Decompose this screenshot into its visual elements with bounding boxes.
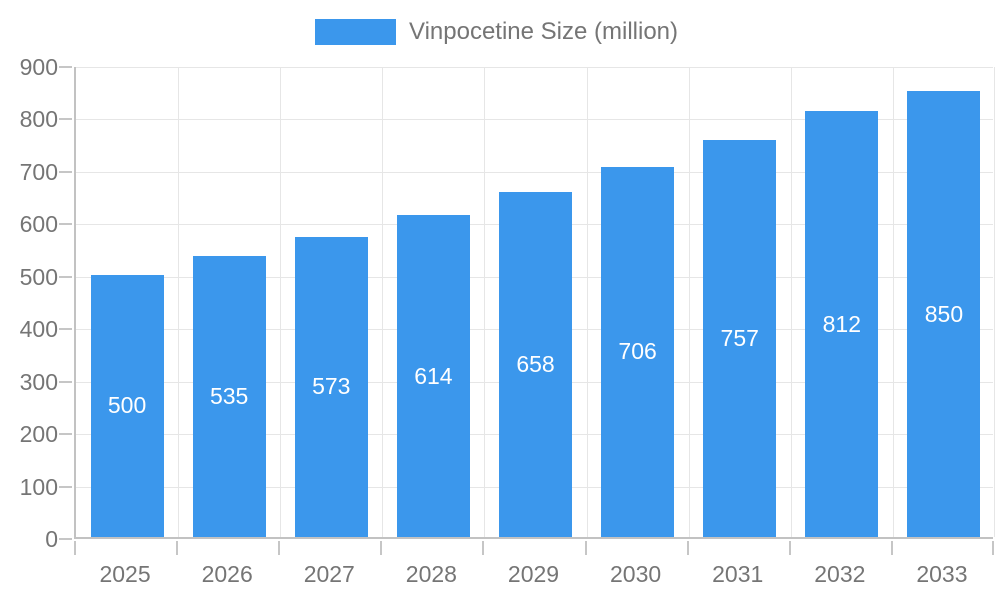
x-tick-label: 2029 — [507, 561, 560, 587]
gridline-vertical — [280, 67, 281, 537]
y-tick-label: 0 — [45, 526, 58, 552]
bar-value-label: 812 — [822, 310, 862, 337]
y-axis-tick — [59, 380, 72, 383]
x-axis-tick — [74, 541, 76, 555]
legend-swatch — [315, 19, 396, 45]
x-axis-tick — [992, 541, 994, 555]
y-axis-tick — [59, 538, 72, 540]
bar-2029[interactable]: 658 — [499, 191, 572, 537]
gridline-horizontal — [76, 171, 993, 173]
gridline-vertical — [178, 67, 179, 537]
y-axis-tick — [59, 433, 72, 436]
bar-value-label: 535 — [209, 383, 249, 410]
bar-2028[interactable]: 614 — [396, 215, 470, 537]
x-axis-tick — [687, 541, 689, 555]
x-axis-tick — [176, 541, 178, 555]
x-tick-label: 2033 — [916, 561, 968, 587]
legend[interactable]: Vinpocetine Size (million) — [315, 19, 678, 45]
x-tick-label: 2027 — [303, 561, 355, 587]
gridline-horizontal — [76, 119, 993, 121]
x-tick-label: 2028 — [405, 561, 457, 587]
bar-value-label: 757 — [720, 325, 759, 351]
y-axis-tick — [59, 118, 72, 121]
x-axis-tick — [891, 541, 893, 555]
y-tick-label: 200 — [19, 421, 58, 448]
y-tick-label: 600 — [19, 211, 58, 238]
bar-value-label: 850 — [924, 300, 964, 327]
bar-value-label: 573 — [312, 373, 351, 400]
gridline-vertical — [689, 67, 690, 537]
y-axis-tick — [59, 485, 72, 488]
x-tick-label: 2031 — [712, 561, 764, 587]
bar-2027[interactable]: 573 — [294, 236, 368, 537]
bar-2025[interactable]: 500 — [90, 274, 164, 537]
x-axis-tick — [482, 541, 484, 555]
bar-value-label: 706 — [618, 338, 657, 365]
y-axis-tick — [59, 223, 72, 226]
y-axis-tick — [59, 170, 72, 173]
x-tick-label: 2026 — [201, 561, 253, 587]
x-tick-label: 2030 — [610, 561, 662, 587]
bar-2026[interactable]: 535 — [192, 256, 266, 537]
gridline-vertical — [893, 67, 894, 537]
bar-2033[interactable]: 850 — [907, 91, 981, 537]
gridline-vertical — [382, 67, 383, 537]
gridline-vertical — [587, 67, 588, 537]
gridline-vertical — [994, 67, 995, 537]
bar-value-label: 614 — [414, 362, 453, 389]
y-axis-tick — [59, 275, 72, 278]
bar-2031[interactable]: 757 — [703, 140, 777, 537]
x-axis-tick — [278, 541, 280, 555]
y-tick-label: 300 — [19, 368, 58, 395]
gridline-vertical — [791, 67, 792, 537]
plot-area: 500 535 573 614 658 706 757 812 850 — [74, 67, 995, 539]
bar-value-label: 658 — [516, 350, 555, 377]
x-tick-label: 2025 — [99, 561, 151, 587]
y-tick-label: 900 — [19, 54, 58, 80]
legend-label: Vinpocetine Size (million) — [409, 18, 679, 45]
bar-2032[interactable]: 812 — [805, 111, 879, 537]
bar-2030[interactable]: 706 — [601, 166, 675, 537]
y-tick-label: 500 — [19, 263, 58, 290]
x-axis-tick — [380, 541, 382, 555]
x-axis-tick — [585, 541, 587, 555]
y-tick-label: 700 — [19, 158, 58, 185]
y-tick-label: 100 — [19, 473, 58, 500]
bar-value-label: 500 — [107, 392, 147, 419]
x-tick-label: 2032 — [814, 561, 866, 587]
y-tick-label: 800 — [19, 106, 58, 133]
gridline-vertical — [484, 67, 485, 537]
y-tick-label: 400 — [19, 316, 58, 343]
y-axis-tick — [59, 328, 72, 331]
y-axis-tick — [59, 66, 72, 68]
gridline-horizontal — [76, 67, 993, 68]
x-axis-tick — [789, 541, 791, 555]
